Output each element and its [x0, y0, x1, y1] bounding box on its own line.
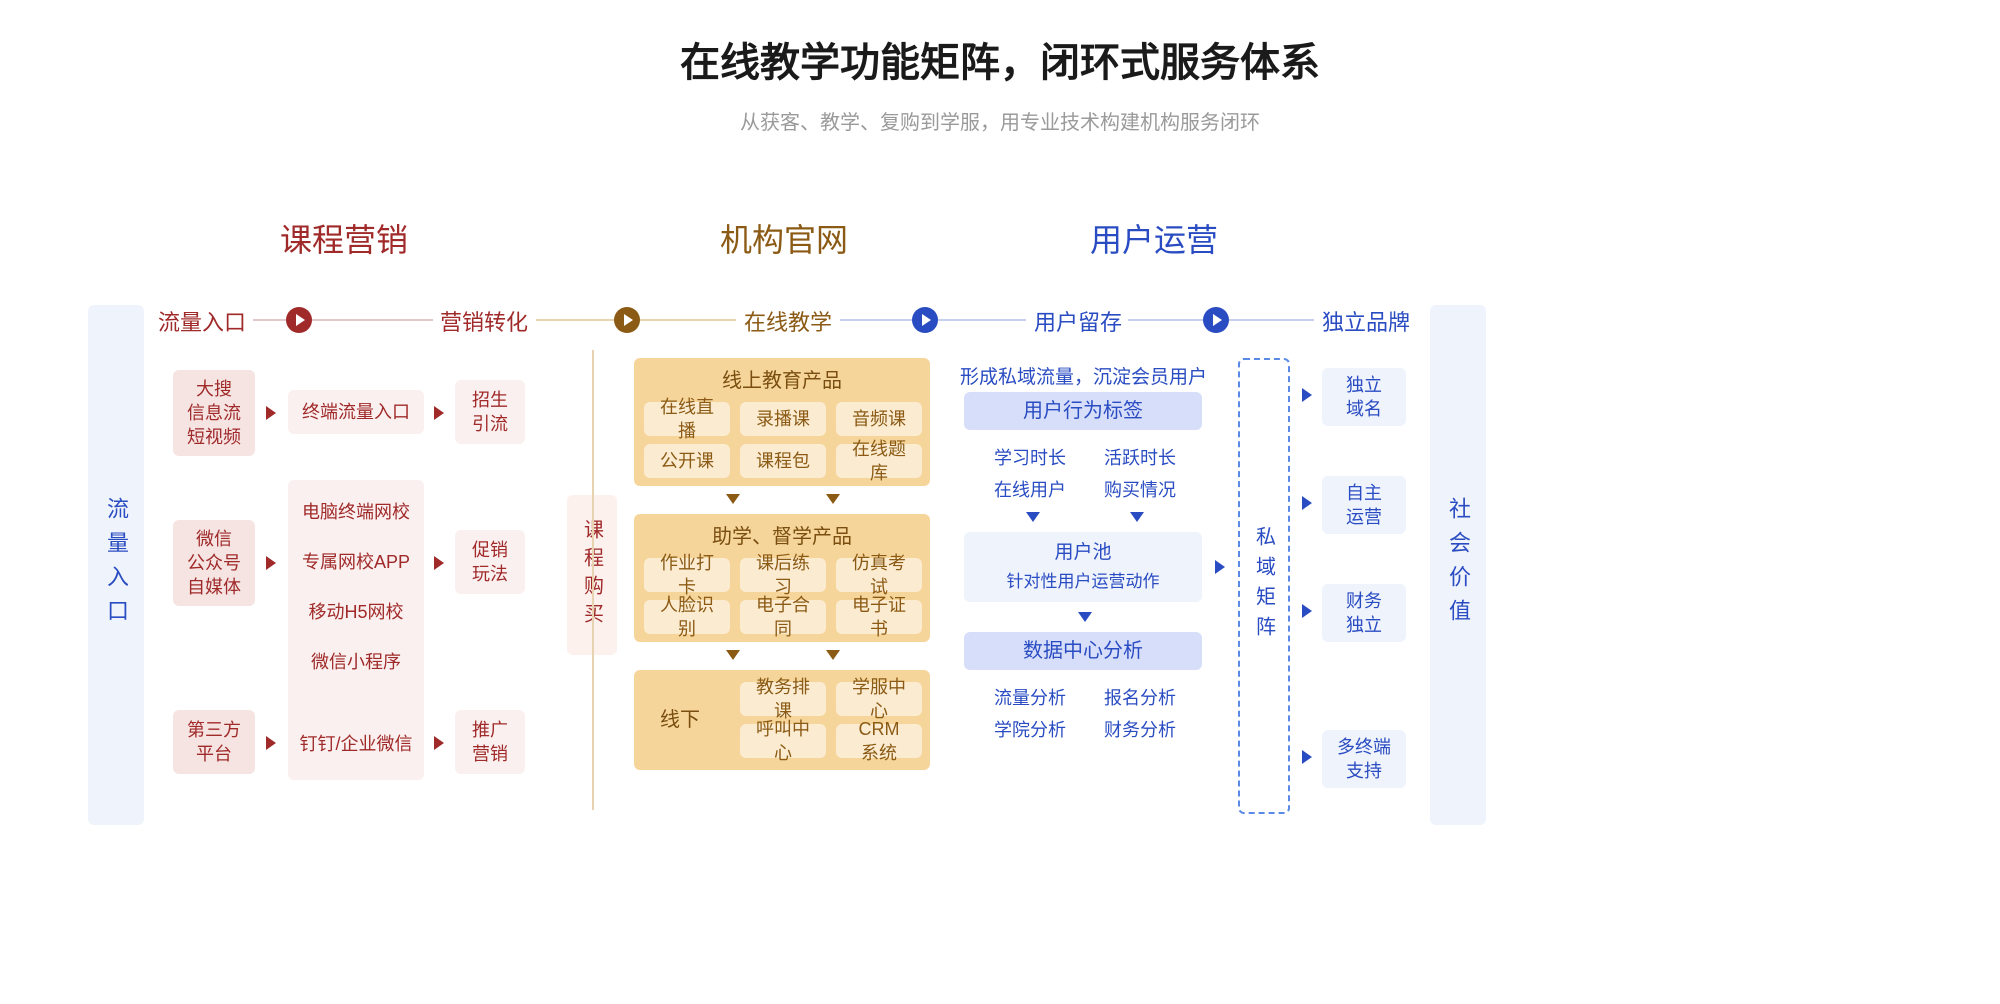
ut-3: 购买情况 — [1090, 476, 1190, 502]
b1-2: 音频课 — [836, 402, 922, 436]
b2-0: 作业打卡 — [644, 558, 730, 592]
b1-5: 在线题库 — [836, 444, 922, 478]
chevron-right-icon — [266, 406, 276, 420]
chevron-right-icon — [266, 556, 276, 570]
play-icon — [286, 307, 312, 333]
ut-2: 在线用户 — [980, 476, 1080, 502]
section-marketing: 课程营销 — [280, 215, 408, 261]
sub-teach: 在线教学 — [744, 305, 832, 337]
ut-0: 学习时长 — [980, 444, 1080, 470]
dc-0: 流量分析 — [980, 684, 1080, 710]
brand-multi: 多终端支持 — [1322, 730, 1406, 788]
b2-2: 仿真考试 — [836, 558, 922, 592]
b1-4: 课程包 — [740, 444, 826, 478]
user-pool: 用户池 针对性用户运营动作 — [964, 532, 1202, 602]
play-icon — [614, 307, 640, 333]
chevron-right-icon — [266, 736, 276, 750]
promo: 促销玩法 — [455, 530, 525, 594]
pool-title: 用户池 — [1054, 540, 1111, 566]
user-tags-header: 用户行为标签 — [964, 392, 1202, 430]
col-private-matrix: 私域矩阵 — [1238, 358, 1290, 814]
t-miniprog: 微信小程序 — [288, 648, 424, 674]
chevron-down-icon — [1026, 512, 1040, 522]
connector — [253, 319, 433, 321]
dc-1: 报名分析 — [1090, 684, 1190, 710]
b1-0: 在线直播 — [644, 402, 730, 436]
blue-caption: 形成私域流量，沉淀会员用户 — [960, 362, 1207, 389]
chevron-right-icon — [1302, 496, 1312, 510]
chevron-down-icon — [726, 494, 740, 504]
t-pc: 电脑终端网校 — [288, 498, 424, 524]
pool-sub: 针对性用户运营动作 — [1007, 571, 1160, 594]
dc-3: 财务分析 — [1090, 716, 1190, 742]
sub-retain: 用户留存 — [1034, 305, 1122, 337]
play-icon — [912, 307, 938, 333]
brand-operate: 自主运营 — [1322, 476, 1406, 534]
b1-3: 公开课 — [644, 444, 730, 478]
col-social-value: 社会价值 — [1430, 305, 1486, 825]
b3-2: 呼叫中心 — [740, 724, 826, 758]
chevron-down-icon — [1078, 612, 1092, 622]
chevron-right-icon — [434, 736, 444, 750]
data-center-header: 数据中心分析 — [964, 632, 1202, 670]
chevron-right-icon — [1302, 750, 1312, 764]
b3-3: CRM系统 — [836, 724, 922, 758]
chevron-right-icon — [434, 406, 444, 420]
col-traffic-entry: 流量入口 — [88, 305, 144, 825]
sub-header-row: 流量入口 营销转化 在线教学 用户留存 独立品牌 — [0, 305, 2000, 341]
chevron-right-icon — [1302, 604, 1312, 618]
section-ops: 用户运营 — [1090, 215, 1218, 261]
chevron-down-icon — [1130, 512, 1144, 522]
play-icon — [1203, 307, 1229, 333]
t-app: 专属网校APP — [288, 548, 424, 574]
chevron-down-icon — [826, 650, 840, 660]
section-website: 机构官网 — [720, 215, 848, 261]
sub-traffic: 流量入口 — [158, 305, 246, 337]
t-h5: 移动H5网校 — [288, 598, 424, 624]
marketing: 推广营销 — [455, 710, 525, 774]
page-title: 在线教学功能矩阵，闭环式服务体系 — [0, 30, 2000, 88]
recruit: 招生引流 — [455, 380, 525, 444]
b1-1: 录播课 — [740, 402, 826, 436]
brown-divider — [592, 350, 594, 810]
sub-brand: 独立品牌 — [1322, 305, 1410, 337]
chevron-down-icon — [726, 650, 740, 660]
ut-1: 活跃时长 — [1090, 444, 1190, 470]
dc-2: 学院分析 — [980, 716, 1080, 742]
chevron-right-icon — [1215, 560, 1225, 574]
terminal-entry: 终端流量入口 — [288, 390, 424, 434]
src-search: 大搜信息流短视频 — [173, 370, 255, 456]
sub-convert: 营销转化 — [440, 305, 528, 337]
page-subtitle: 从获客、教学、复购到学服，用专业技术构建机构服务闭环 — [0, 106, 2000, 135]
chevron-right-icon — [434, 556, 444, 570]
b2-3: 人脸识别 — [644, 600, 730, 634]
b2-4: 电子合同 — [740, 600, 826, 634]
chevron-down-icon — [826, 494, 840, 504]
brand-finance: 财务独立 — [1322, 584, 1406, 642]
b2-5: 电子证书 — [836, 600, 922, 634]
chevron-right-icon — [1302, 388, 1312, 402]
b3-1: 学服中心 — [836, 682, 922, 716]
src-wechat: 微信公众号自媒体 — [173, 520, 255, 606]
b2-1: 课后练习 — [740, 558, 826, 592]
b3-0: 教务排课 — [740, 682, 826, 716]
brand-domain: 独立域名 — [1322, 368, 1406, 426]
src-thirdparty: 第三方平台 — [173, 710, 255, 774]
t-ding: 钉钉/企业微信 — [288, 730, 424, 756]
